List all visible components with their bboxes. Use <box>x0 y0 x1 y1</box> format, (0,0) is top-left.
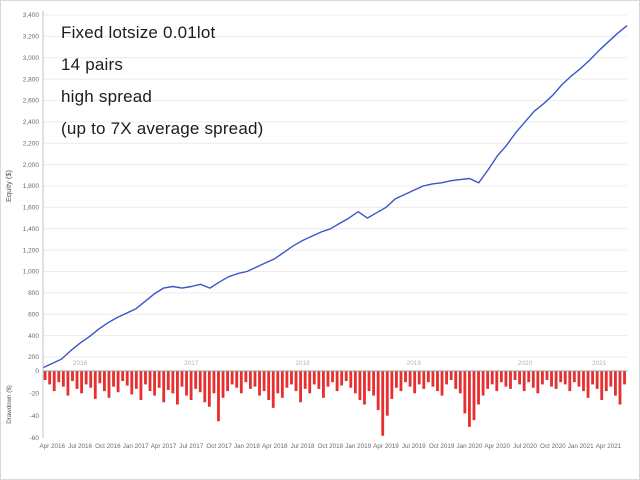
annotation-line: high spread <box>61 87 153 106</box>
svg-text:Apr 2016: Apr 2016 <box>39 443 65 450</box>
svg-text:-20: -20 <box>30 391 40 398</box>
svg-text:Apr 2019: Apr 2019 <box>373 443 399 450</box>
svg-text:0: 0 <box>35 368 39 375</box>
svg-text:3,200: 3,200 <box>23 34 40 41</box>
svg-text:Jul 2019: Jul 2019 <box>402 443 426 450</box>
svg-text:-40: -40 <box>30 413 40 420</box>
svg-text:1,400: 1,400 <box>23 226 40 233</box>
svg-text:2,000: 2,000 <box>23 162 40 169</box>
chart-annotation: Fixed lotsize 0.01lot 14 pairs high spre… <box>61 17 264 145</box>
svg-text:Jul 2020: Jul 2020 <box>513 443 537 450</box>
svg-text:1,000: 1,000 <box>23 269 40 276</box>
svg-text:1,600: 1,600 <box>23 205 40 212</box>
svg-text:1,200: 1,200 <box>23 247 40 254</box>
svg-text:Oct 2019: Oct 2019 <box>429 443 455 450</box>
svg-text:-60: -60 <box>30 435 40 442</box>
annotation-line: 14 pairs <box>61 55 124 74</box>
svg-text:Jan 2019: Jan 2019 <box>345 443 371 450</box>
svg-text:400: 400 <box>28 333 39 340</box>
svg-text:Jan 2018: Jan 2018 <box>234 443 260 450</box>
drawdown-axis-label: Drawdown ($) <box>6 385 13 424</box>
svg-text:2016: 2016 <box>73 360 88 367</box>
annotation-line: Fixed lotsize 0.01lot <box>61 23 216 42</box>
svg-text:3,000: 3,000 <box>23 55 40 62</box>
svg-text:Jan 2020: Jan 2020 <box>456 443 482 450</box>
svg-text:2,600: 2,600 <box>23 98 40 105</box>
svg-text:2017: 2017 <box>184 360 199 367</box>
svg-text:2,800: 2,800 <box>23 76 40 83</box>
svg-text:Apr 2021: Apr 2021 <box>596 443 622 450</box>
svg-text:2,400: 2,400 <box>23 119 40 126</box>
svg-text:2021: 2021 <box>592 360 607 367</box>
svg-text:Apr 2020: Apr 2020 <box>484 443 510 450</box>
svg-text:Jul 2017: Jul 2017 <box>179 443 203 450</box>
svg-text:1,800: 1,800 <box>23 183 40 190</box>
annotation-line: (up to 7X average spread) <box>61 119 264 138</box>
svg-text:Oct 2016: Oct 2016 <box>95 443 121 450</box>
svg-text:3,400: 3,400 <box>23 12 40 19</box>
svg-text:Oct 2018: Oct 2018 <box>318 443 344 450</box>
svg-text:800: 800 <box>28 290 39 297</box>
svg-text:Apr 2017: Apr 2017 <box>151 443 177 450</box>
svg-text:Jan 2021: Jan 2021 <box>568 443 594 450</box>
svg-text:600: 600 <box>28 311 39 318</box>
equity-axis-label: Equity ($) <box>4 169 13 202</box>
svg-text:2019: 2019 <box>407 360 422 367</box>
svg-text:Oct 2020: Oct 2020 <box>540 443 566 450</box>
svg-text:2018: 2018 <box>295 360 310 367</box>
svg-text:Oct 2017: Oct 2017 <box>206 443 232 450</box>
svg-text:200: 200 <box>28 354 39 361</box>
svg-text:Jan 2017: Jan 2017 <box>123 443 149 450</box>
svg-text:Jul 2018: Jul 2018 <box>291 443 315 450</box>
svg-text:2,200: 2,200 <box>23 140 40 147</box>
svg-text:Apr 2018: Apr 2018 <box>262 443 288 450</box>
svg-text:2020: 2020 <box>518 360 533 367</box>
svg-text:Jul 2016: Jul 2016 <box>68 443 92 450</box>
